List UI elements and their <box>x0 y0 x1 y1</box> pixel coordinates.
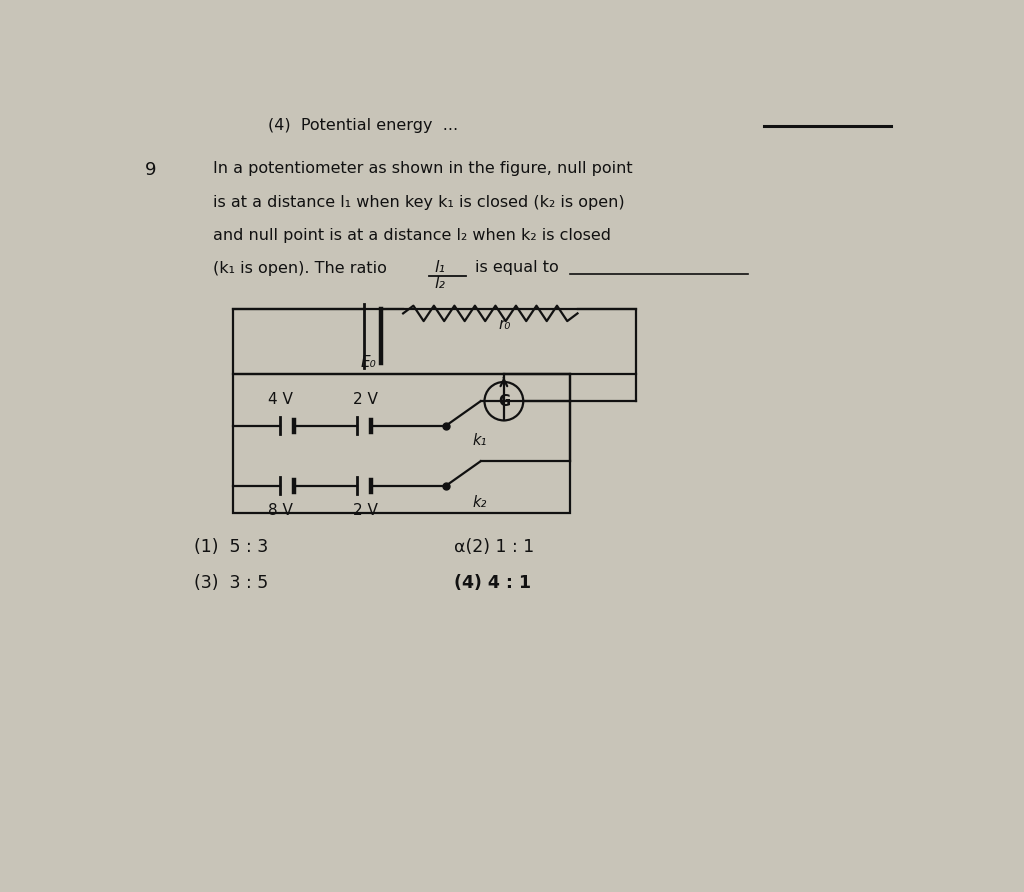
Text: E₀: E₀ <box>360 355 376 370</box>
Text: k₁: k₁ <box>473 434 487 448</box>
Bar <box>232 309 636 375</box>
Text: (1)  5 : 3: (1) 5 : 3 <box>194 538 268 557</box>
Text: 2 V: 2 V <box>352 392 378 408</box>
Text: 9: 9 <box>145 161 157 179</box>
Text: (k₁ is open). The ratio: (k₁ is open). The ratio <box>213 261 387 276</box>
Text: r₀: r₀ <box>498 317 510 332</box>
Text: (4)  Potential energy  ...: (4) Potential energy ... <box>267 118 458 133</box>
Text: 4 V: 4 V <box>267 392 293 408</box>
Text: 8 V: 8 V <box>267 503 293 518</box>
Text: l₁: l₁ <box>435 260 445 276</box>
Text: and null point is at a distance l₂ when k₂ is closed: and null point is at a distance l₂ when … <box>213 228 611 243</box>
Text: k₂: k₂ <box>473 495 487 510</box>
Text: ⍺(2) 1 : 1: ⍺(2) 1 : 1 <box>454 538 534 557</box>
Text: In a potentiometer as shown in the figure, null point: In a potentiometer as shown in the figur… <box>213 161 633 176</box>
Text: is at a distance l₁ when key k₁ is closed (k₂ is open): is at a distance l₁ when key k₁ is close… <box>213 194 625 210</box>
Text: (4) 4 : 1: (4) 4 : 1 <box>454 574 530 592</box>
Text: l₂: l₂ <box>435 276 445 291</box>
Bar <box>232 375 569 513</box>
Text: is equal to: is equal to <box>475 260 559 276</box>
Text: (3)  3 : 5: (3) 3 : 5 <box>194 574 268 592</box>
Text: G: G <box>498 393 510 409</box>
Text: 2 V: 2 V <box>352 503 378 518</box>
